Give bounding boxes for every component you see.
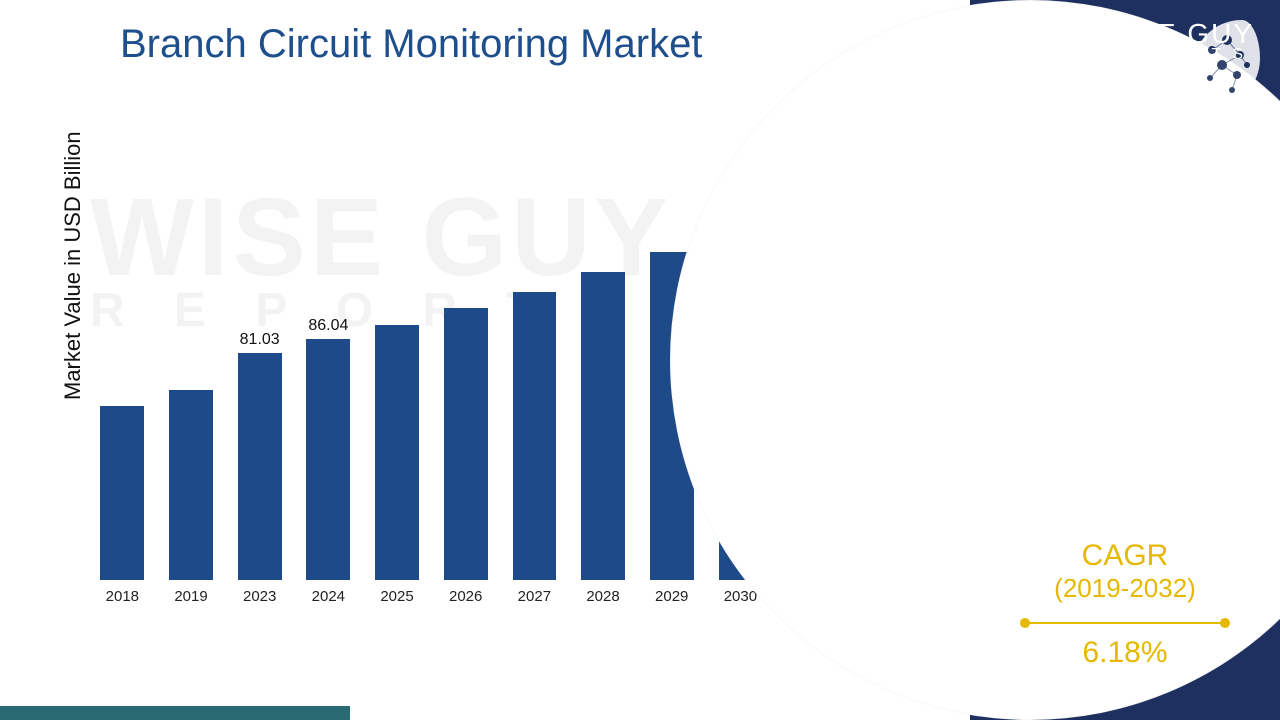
bar xyxy=(581,272,625,580)
x-tick: 2024 xyxy=(301,588,356,605)
x-tick: 2027 xyxy=(507,588,562,605)
bar-2027 xyxy=(507,292,562,580)
cagr-value: 6.18% xyxy=(1000,636,1250,670)
bar-2019 xyxy=(164,390,219,580)
x-tick: 2019 xyxy=(164,588,219,605)
bar-2028 xyxy=(576,272,631,580)
y-axis-label: Market Value in USD Billion xyxy=(60,131,86,400)
bar xyxy=(306,339,350,580)
bar-2018 xyxy=(95,406,150,580)
bar xyxy=(444,308,488,580)
bar xyxy=(100,406,144,580)
bar-2023: 81.03 xyxy=(232,331,287,580)
bar-2024: 86.04 xyxy=(301,317,356,580)
infographic-canvas: WISE GUY R E P O R T S Branch Circuit Mo… xyxy=(0,0,1280,720)
x-tick: 2023 xyxy=(232,588,287,605)
bar-value-label: 81.03 xyxy=(240,331,280,349)
cagr-label: CAGR xyxy=(1000,539,1250,573)
bar-value-label: 86.04 xyxy=(308,317,348,335)
bar xyxy=(238,353,282,580)
x-tick: 2029 xyxy=(644,588,699,605)
bar-2025 xyxy=(370,325,425,580)
bar xyxy=(375,325,419,580)
cagr-divider xyxy=(1025,622,1225,624)
x-tick: 2026 xyxy=(438,588,493,605)
x-tick: 2018 xyxy=(95,588,150,605)
page-title: Branch Circuit Monitoring Market xyxy=(120,22,702,67)
bottom-accent-strip xyxy=(0,706,350,720)
cagr-block: CAGR (2019-2032) 6.18% xyxy=(1000,539,1250,670)
x-tick: 2025 xyxy=(370,588,425,605)
cagr-period: (2019-2032) xyxy=(1000,573,1250,604)
bar xyxy=(513,292,557,580)
brand-line2: REPORTS xyxy=(1098,46,1254,64)
x-tick: 2028 xyxy=(576,588,631,605)
brand-logo: WISE GUY REPORTS xyxy=(1098,18,1254,64)
bar-2026 xyxy=(438,308,493,580)
bar xyxy=(169,390,213,580)
